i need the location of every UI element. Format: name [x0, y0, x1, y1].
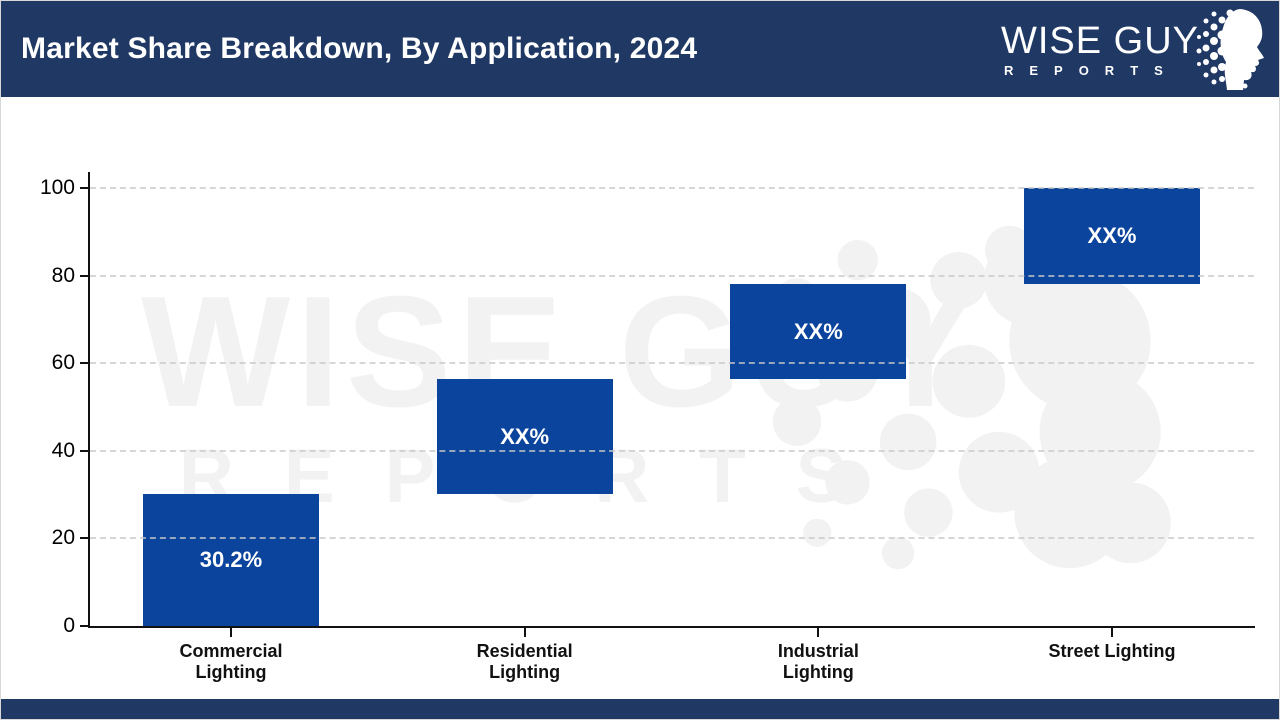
- gridline-100: [90, 187, 1254, 189]
- y-tick-label: 0: [63, 614, 75, 637]
- x-category-label: Industrial Lighting: [777, 641, 859, 682]
- x-axis-line: [88, 626, 1255, 628]
- gridline-40: [90, 449, 1254, 452]
- logo-text: WISE GUY REPORTS: [1001, 21, 1199, 78]
- y-tick-label: 100: [39, 176, 75, 199]
- x-tick: [230, 628, 232, 637]
- x-category-label: Street Lighting: [1048, 641, 1176, 661]
- bar-value-label: XX%: [793, 318, 843, 344]
- x-tick: [1111, 628, 1113, 637]
- y-tick: [80, 449, 88, 452]
- y-tick: [80, 625, 88, 627]
- logo-wordmark: WISE GUY: [1000, 19, 1199, 62]
- y-tick: [80, 274, 88, 277]
- x-category-label: Residential Lighting: [476, 641, 573, 682]
- bar: 30.2%: [143, 493, 319, 626]
- y-axis-line: [88, 172, 90, 628]
- dotted-head-icon: [1196, 9, 1264, 90]
- y-tick-label: 80: [51, 263, 75, 287]
- bar-value-label: 30.2%: [199, 546, 263, 572]
- x-category-label: Commercial Lighting: [179, 641, 283, 682]
- y-tick-label: 20: [51, 526, 75, 550]
- gridline-20: [90, 537, 1254, 540]
- y-tick: [80, 362, 88, 365]
- gridline-60: [90, 362, 1254, 365]
- y-tick-label: 40: [51, 438, 75, 462]
- bar: XX%: [730, 284, 907, 380]
- bar: XX%: [436, 379, 613, 494]
- page-title: Market Share Breakdown, By Application, …: [21, 32, 698, 65]
- wise-guy-reports-logo: WISE GUY REPORTS: [1001, 7, 1265, 91]
- bar: XX%: [1024, 188, 1200, 285]
- x-tick: [817, 628, 820, 637]
- footer-bar: [1, 699, 1279, 719]
- bar-value-label: XX%: [500, 423, 550, 449]
- x-tick: [523, 628, 526, 637]
- logo-subtitle: REPORTS: [1003, 62, 1179, 78]
- y-tick-label: 60: [51, 351, 75, 375]
- header-bar: Market Share Breakdown, By Application, …: [1, 1, 1279, 97]
- gridline-80: [90, 274, 1254, 277]
- y-tick: [80, 187, 88, 189]
- y-tick: [80, 537, 88, 540]
- bar-value-label: XX%: [1087, 223, 1137, 249]
